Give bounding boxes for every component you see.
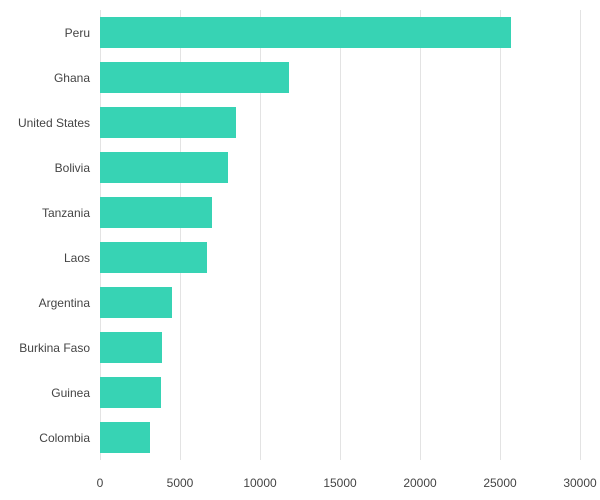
- y-axis-label: Peru: [0, 26, 90, 40]
- y-axis-label: Guinea: [0, 386, 90, 400]
- gridline: [420, 10, 421, 460]
- bar: [100, 62, 289, 94]
- bar-chart: 0 5000 10000 15000 20000 25000 30000 Peru Ghana U…: [0, 0, 600, 500]
- gridline: [580, 10, 581, 460]
- bar: [100, 242, 207, 274]
- bar: [100, 287, 172, 319]
- gridline: [340, 10, 341, 460]
- plot-area: 050001000015000200002500030000PeruGhanaU…: [100, 10, 580, 460]
- y-axis-label: United States: [0, 116, 90, 130]
- x-axis-label: 10000: [243, 476, 276, 490]
- y-axis-label: Ghana: [0, 71, 90, 85]
- y-axis-label: Tanzania: [0, 206, 90, 220]
- x-axis-label: 20000: [403, 476, 436, 490]
- bar: [100, 422, 150, 454]
- gridline: [500, 10, 501, 460]
- x-axis-label: 0: [97, 476, 104, 490]
- bar: [100, 197, 212, 229]
- bar: [100, 377, 161, 409]
- x-axis-label: 15000: [323, 476, 356, 490]
- x-axis-label: 25000: [483, 476, 516, 490]
- y-axis-label: Argentina: [0, 296, 90, 310]
- x-axis-label: 30000: [563, 476, 596, 490]
- y-axis-label: Burkina Faso: [0, 341, 90, 355]
- bar: [100, 152, 228, 184]
- y-axis-label: Laos: [0, 251, 90, 265]
- bar: [100, 17, 511, 49]
- bar: [100, 107, 236, 139]
- y-axis-label: Bolivia: [0, 161, 90, 175]
- y-axis-label: Colombia: [0, 431, 90, 445]
- x-axis-label: 5000: [167, 476, 194, 490]
- bar: [100, 332, 162, 364]
